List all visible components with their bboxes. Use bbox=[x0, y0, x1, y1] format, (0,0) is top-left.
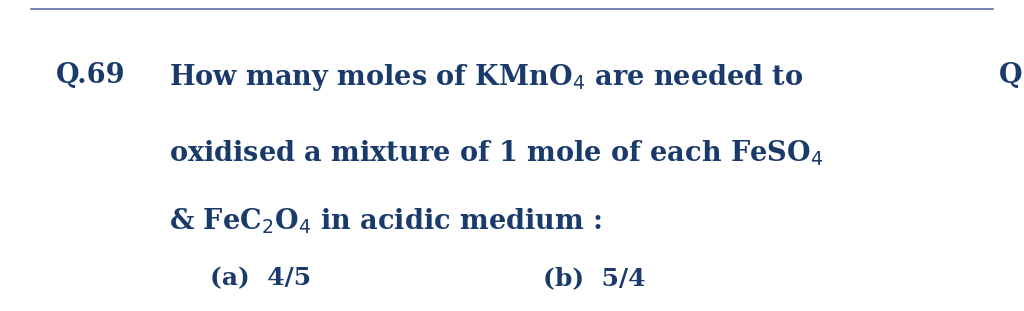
Text: & FeC$_2$O$_4$ in acidic medium :: & FeC$_2$O$_4$ in acidic medium : bbox=[169, 207, 602, 236]
Text: Q.69: Q.69 bbox=[56, 62, 126, 89]
Text: oxidised a mixture of 1 mole of each FeSO$_4$: oxidised a mixture of 1 mole of each FeS… bbox=[169, 138, 823, 168]
Text: (a)  4/5: (a) 4/5 bbox=[210, 266, 311, 290]
Text: (b)  5/4: (b) 5/4 bbox=[543, 266, 645, 290]
Text: Q: Q bbox=[998, 62, 1022, 89]
Text: How many moles of KMnO$_4$ are needed to: How many moles of KMnO$_4$ are needed to bbox=[169, 62, 804, 93]
